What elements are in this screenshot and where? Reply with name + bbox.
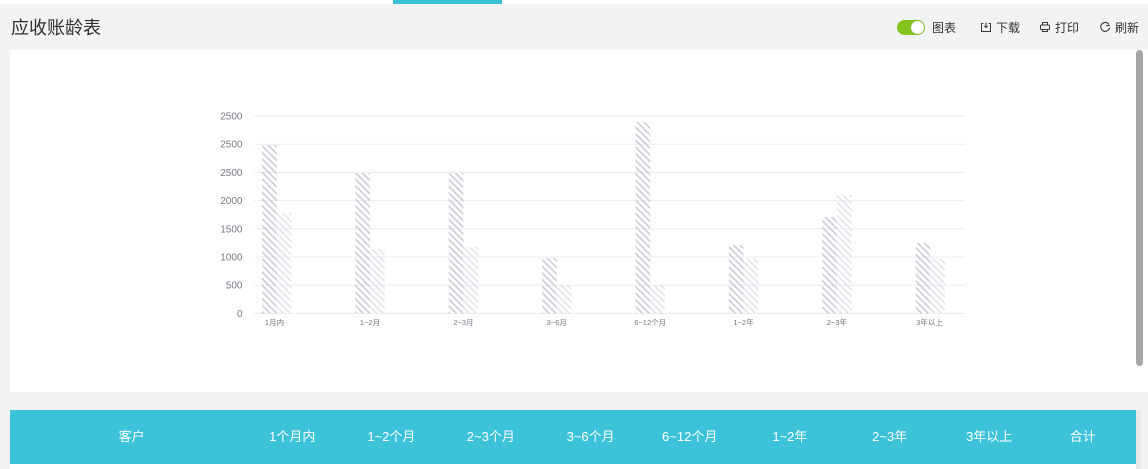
svg-text:500: 500 xyxy=(226,281,243,292)
svg-text:1~2年: 1~2年 xyxy=(733,317,754,327)
svg-text:1000: 1000 xyxy=(220,253,243,264)
svg-text:3~6月: 3~6月 xyxy=(547,318,567,327)
svg-text:0: 0 xyxy=(237,309,243,320)
svg-text:2500: 2500 xyxy=(220,112,243,123)
svg-text:1月内: 1月内 xyxy=(265,317,284,327)
svg-text:2~3月: 2~3月 xyxy=(453,318,473,327)
svg-text:6~12个月: 6~12个月 xyxy=(634,318,666,327)
svg-text:2500: 2500 xyxy=(220,168,243,179)
svg-text:3年以上: 3年以上 xyxy=(916,317,943,327)
svg-text:2000: 2000 xyxy=(220,196,243,207)
svg-text:2500: 2500 xyxy=(220,140,243,151)
svg-text:1~2月: 1~2月 xyxy=(360,318,380,327)
svg-text:1500: 1500 xyxy=(220,224,243,235)
svg-text:2~3年: 2~3年 xyxy=(827,317,848,327)
